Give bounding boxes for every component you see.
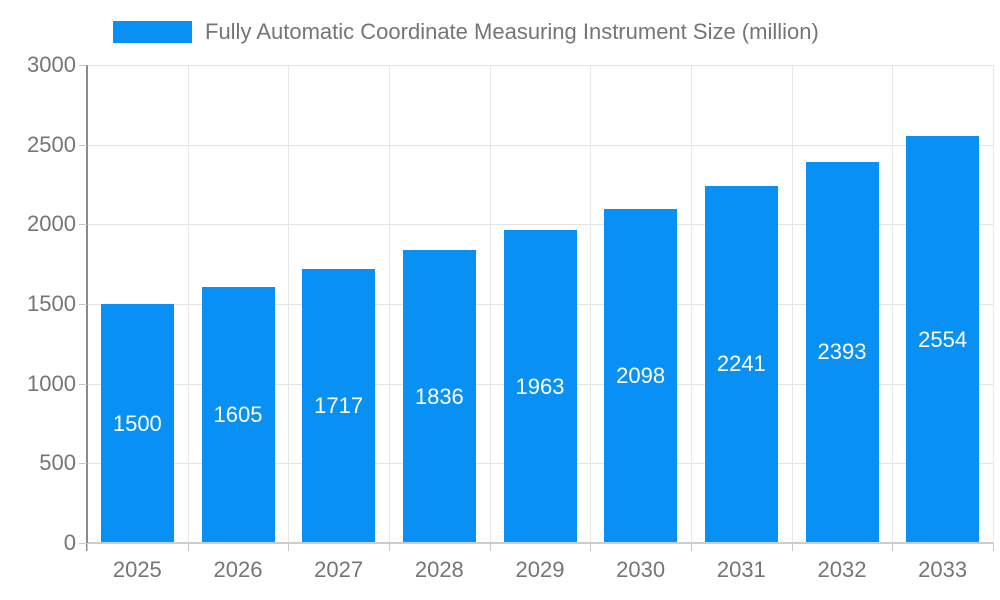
y-axis-line (86, 65, 88, 551)
legend-item[interactable]: Fully Automatic Coordinate Measuring Ins… (113, 18, 819, 46)
gridline-vertical (389, 65, 390, 543)
y-axis-tick (79, 463, 87, 465)
y-axis-tick (79, 383, 87, 385)
bar-value-label: 2554 (918, 326, 968, 352)
x-axis-label: 2030 (616, 557, 666, 582)
x-axis-label: 2025 (112, 557, 162, 582)
x-axis-tick (791, 543, 793, 551)
bar: 2554 (906, 136, 980, 543)
x-axis-label: 2026 (213, 557, 263, 582)
y-axis-tick (79, 65, 87, 66)
bar: 1500 (100, 304, 174, 543)
gridline-vertical (590, 65, 592, 543)
bar-value-label: 1717 (314, 393, 364, 419)
y-axis-label: 1000 (27, 370, 76, 396)
gridline-vertical (489, 65, 491, 543)
bar-value-label: 1836 (414, 383, 464, 409)
bar-value-label: 1963 (515, 373, 565, 399)
x-axis-tick (187, 543, 189, 551)
x-axis-tick (288, 543, 290, 551)
gridline-vertical (691, 65, 692, 543)
y-axis-tick (79, 543, 87, 544)
y-axis-label: 1500 (27, 291, 76, 316)
bar: 2393 (805, 161, 879, 543)
y-axis-label: 2000 (27, 211, 76, 237)
bar: 2241 (704, 185, 778, 543)
bar-value-label: 2393 (817, 339, 867, 365)
x-axis-label: 2027 (314, 557, 364, 582)
gridline-vertical (187, 65, 189, 543)
gridline-horizontal (87, 65, 993, 66)
x-axis-tick (389, 543, 390, 551)
x-axis-label: 2029 (515, 557, 565, 582)
x-axis-tick (993, 543, 994, 551)
bar-value-label: 2098 (616, 362, 666, 388)
bar: 2098 (604, 208, 678, 543)
gridline-vertical (993, 65, 994, 543)
bar-value-label: 2241 (716, 351, 766, 377)
x-axis-label: 2033 (918, 557, 968, 582)
x-axis-label: 2028 (414, 557, 464, 582)
y-axis-label: 500 (39, 450, 76, 476)
y-axis-tick (79, 304, 87, 305)
x-axis-tick (892, 543, 894, 551)
y-axis-label: 0 (63, 530, 76, 555)
plot-area: 1500 1605 1717 1836 1963 2098 2241 2393 2554 (79, 65, 994, 551)
bar: 1836 (402, 250, 476, 543)
legend-swatch[interactable] (113, 21, 192, 43)
bar: 1963 (503, 230, 577, 543)
x-axis-tick (87, 543, 88, 551)
bar-value-label: 1500 (112, 410, 162, 436)
x-axis-tick (590, 543, 592, 551)
gridline-horizontal (87, 224, 993, 226)
bar: 1717 (302, 269, 376, 543)
y-axis-label: 3000 (27, 52, 76, 77)
y-axis-tick (79, 144, 87, 146)
gridline-horizontal (87, 144, 993, 146)
gridline-vertical (892, 65, 894, 543)
y-axis-label: 2500 (27, 131, 76, 157)
bar: 1605 (201, 287, 275, 543)
gridline-vertical (791, 65, 793, 543)
x-axis-line (87, 542, 993, 544)
x-axis-label: 2032 (817, 557, 867, 582)
x-axis-tick (691, 543, 692, 551)
y-axis-tick (79, 224, 87, 226)
x-axis-tick (489, 543, 491, 551)
gridline-vertical (288, 65, 290, 543)
legend-label: Fully Automatic Coordinate Measuring Ins… (205, 19, 819, 44)
bar-value-label: 1605 (213, 402, 263, 428)
x-axis-label: 2031 (716, 557, 766, 582)
